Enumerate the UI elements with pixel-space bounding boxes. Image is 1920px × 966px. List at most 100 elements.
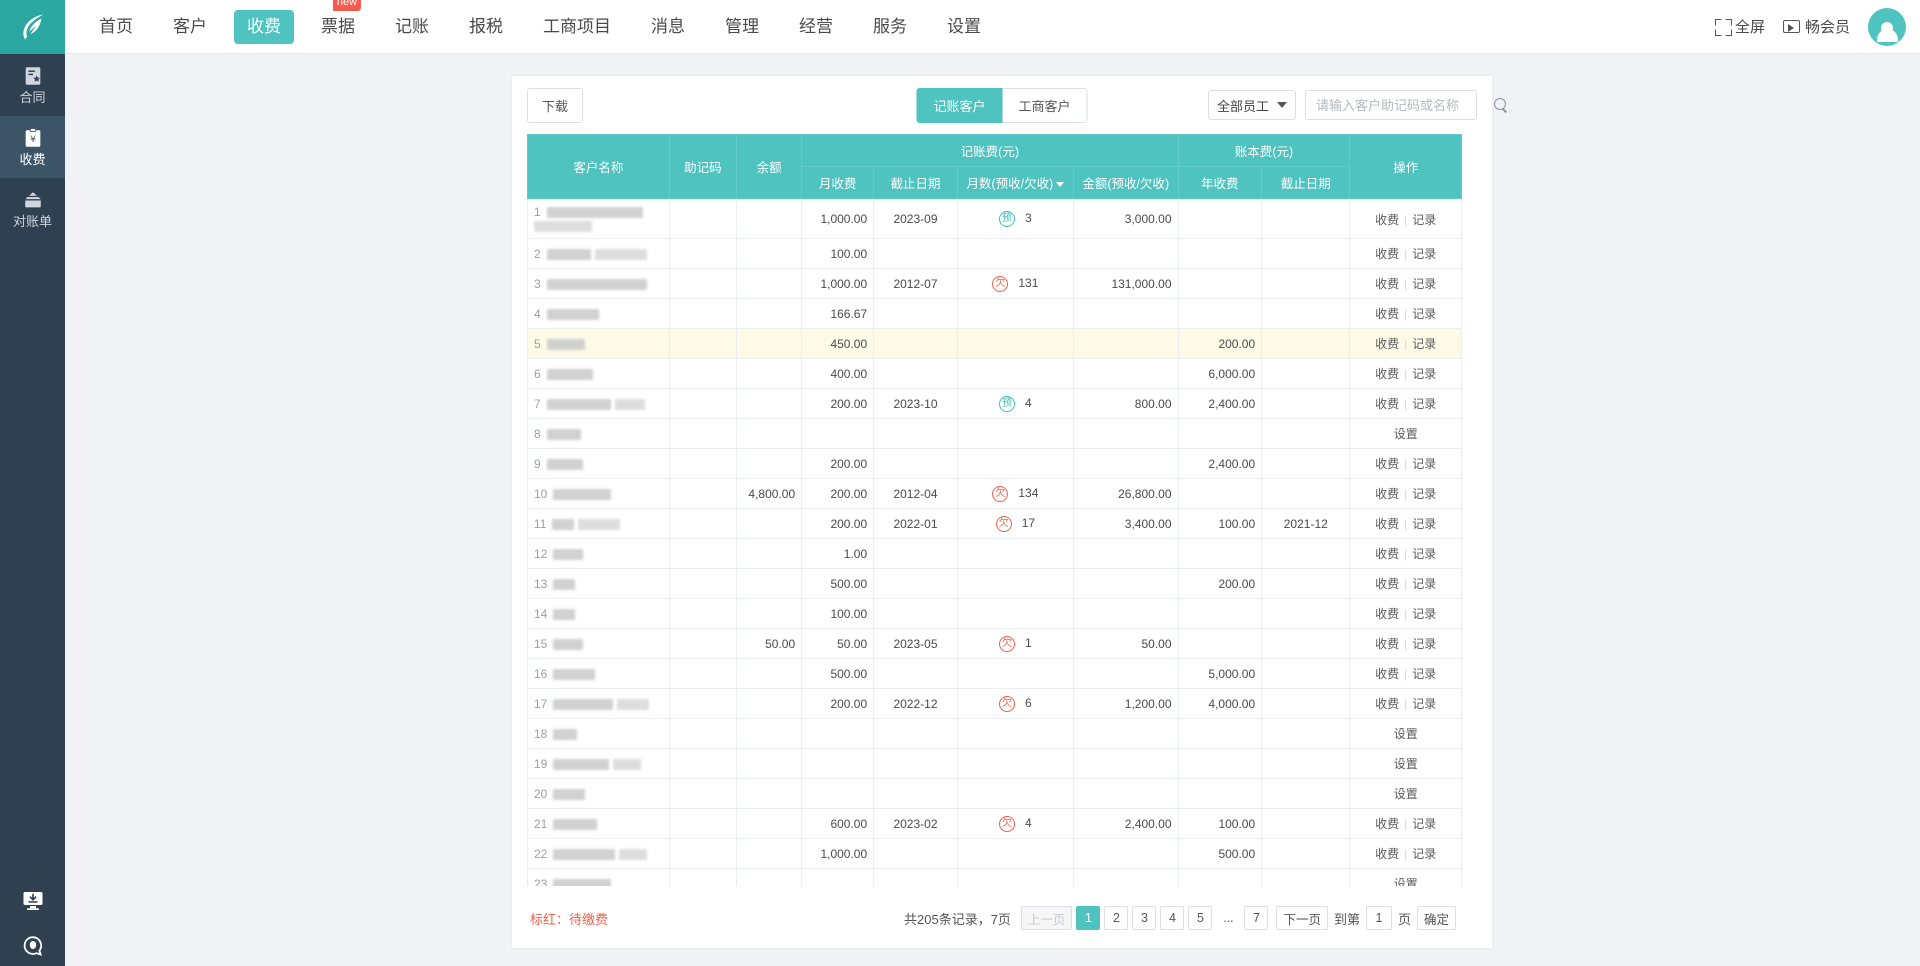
action-charge[interactable]: 收费 [1375,277,1400,291]
action-charge[interactable]: 收费 [1375,637,1400,651]
action-record[interactable]: 记录 [1412,457,1437,471]
cell-customer-name[interactable]: 16 [527,658,670,689]
th-balance[interactable]: 余额 [736,134,803,199]
cell-customer-name[interactable]: 11 [527,508,670,539]
cell-customer-name[interactable]: 21 [527,808,670,839]
nav-item-1[interactable]: 首页 [86,10,146,44]
page-button-7[interactable]: 7 [1244,906,1269,930]
action-setup[interactable]: 设置 [1393,727,1418,741]
app-logo[interactable] [0,0,65,54]
nav-item-6[interactable]: 报税 [456,10,516,44]
nav-item-2[interactable]: 客户 [160,10,220,44]
action-record[interactable]: 记录 [1412,517,1437,531]
action-record[interactable]: 记录 [1412,487,1437,501]
table-row[interactable]: 12 1.00 收费 | 记录 [527,538,1462,569]
table-row[interactable]: 7 200.00 2023-10 预 4 800.00 2,400.00 收费 | 记录 [527,388,1462,419]
action-setup[interactable]: 设置 [1393,427,1418,441]
cell-customer-name[interactable]: 20 [527,778,670,809]
nav-item-7[interactable]: 工商项目 [530,10,624,44]
table-row[interactable]: 18 设置 [527,718,1462,749]
sidebar-item-3[interactable]: 对账单 [0,178,65,240]
download-monitor-icon[interactable] [21,888,45,912]
action-record[interactable]: 记录 [1412,367,1437,381]
cell-customer-name[interactable]: 8 [527,418,670,449]
sort-descending-icon[interactable] [1056,182,1065,188]
action-charge[interactable]: 收费 [1375,397,1400,411]
table-row[interactable]: 15 50.00 50.00 2023-05 欠 1 50.00 收费 | 记录 [527,628,1462,659]
cell-customer-name[interactable]: 15 [527,628,670,659]
action-record[interactable]: 记录 [1412,817,1437,831]
cell-customer-name[interactable]: 17 [527,688,670,719]
cell-customer-name[interactable]: 12 [527,538,670,569]
table-row[interactable]: 23 设置 [527,868,1462,886]
cell-customer-name[interactable]: 10 [527,478,670,509]
member-button[interactable]: 畅会员 [1782,16,1850,37]
action-charge[interactable]: 收费 [1375,337,1400,351]
fullscreen-button[interactable]: 全屏 [1715,16,1765,37]
action-record[interactable]: 记录 [1412,577,1437,591]
nav-item-9[interactable]: 管理 [712,10,772,44]
table-row[interactable]: 3 1,000.00 2012-07 欠 131 131,000.00 收费 | 记录 [527,268,1462,299]
action-charge[interactable]: 收费 [1375,667,1400,681]
nav-item-8[interactable]: 消息 [638,10,698,44]
th-months[interactable]: 月数(预收/欠收) [956,166,1074,199]
table-row[interactable]: 19 设置 [527,748,1462,779]
action-setup[interactable]: 设置 [1393,877,1418,886]
cell-customer-name[interactable]: 19 [527,748,670,779]
th-customer[interactable]: 客户名称 [527,134,670,199]
table-row[interactable]: 22 1,000.00 500.00 收费 | 记录 [527,838,1462,869]
nav-item-11[interactable]: 服务 [860,10,920,44]
nav-item-10[interactable]: 经营 [786,10,846,44]
action-record[interactable]: 记录 [1412,307,1437,321]
next-page-button[interactable]: 下一页 [1276,906,1328,930]
action-charge[interactable]: 收费 [1375,517,1400,531]
action-record[interactable]: 记录 [1412,607,1437,621]
customer-type-2[interactable]: 工商客户 [1002,87,1088,123]
th-monthly-fee[interactable]: 月收费 [801,166,875,199]
cell-customer-name[interactable]: 5 [527,328,670,359]
cell-customer-name[interactable]: 7 [527,388,670,419]
cell-customer-name[interactable]: 9 [527,448,670,479]
support-chat-icon[interactable] [21,934,45,958]
sidebar-item-1[interactable]: 合同 [0,54,65,116]
table-row[interactable]: 5 450.00 200.00 收费 | 记录 [527,328,1462,359]
page-button-5[interactable]: 5 [1188,906,1213,930]
action-charge[interactable]: 收费 [1375,212,1400,227]
cell-customer-name[interactable]: 14 [527,598,670,629]
cell-customer-name[interactable]: 22 [527,838,670,869]
avatar[interactable] [1868,7,1906,46]
table-row[interactable]: 4 166.67 收费 | 记录 [527,298,1462,329]
action-charge[interactable]: 收费 [1375,847,1400,861]
page-button-3[interactable]: 3 [1132,906,1157,930]
table-body-scroll[interactable]: 1 1,000.00 2023-09 预 3 3,000.00 收费 | 记录 2 100.00 收费… [527,199,1477,886]
cell-customer-name[interactable]: 23 [527,868,670,886]
action-charge[interactable]: 收费 [1375,577,1400,591]
search-icon[interactable] [1494,98,1508,112]
cell-customer-name[interactable]: 18 [527,718,670,749]
action-charge[interactable]: 收费 [1375,367,1400,381]
sidebar-item-2[interactable]: ¥ 收费 [0,116,65,178]
confirm-page-button[interactable]: 确定 [1416,906,1456,930]
action-record[interactable]: 记录 [1412,697,1437,711]
action-charge[interactable]: 收费 [1375,487,1400,501]
action-record[interactable]: 记录 [1412,637,1437,651]
employee-select[interactable]: 全部员工 [1208,90,1296,120]
table-row[interactable]: 17 200.00 2022-12 欠 6 1,200.00 4,000.00 收费 | 记录 [527,688,1462,719]
th-ledger-deadline[interactable]: 截止日期 [1261,166,1351,199]
table-row[interactable]: 20 设置 [527,778,1462,809]
cell-customer-name[interactable]: 3 [527,268,670,299]
table-row[interactable]: 9 200.00 2,400.00 收费 | 记录 [527,448,1462,479]
th-deadline[interactable]: 截止日期 [873,166,958,199]
action-charge[interactable]: 收费 [1375,247,1400,261]
cell-customer-name[interactable]: 1 [527,199,670,239]
nav-item-12[interactable]: 设置 [934,10,994,44]
action-record[interactable]: 记录 [1412,397,1437,411]
action-setup[interactable]: 设置 [1393,787,1418,801]
table-row[interactable]: 21 600.00 2023-02 欠 4 2,400.00 100.00 收费 | 记录 [527,808,1462,839]
table-row[interactable]: 13 500.00 200.00 收费 | 记录 [527,568,1462,599]
action-charge[interactable]: 收费 [1375,697,1400,711]
download-button[interactable]: 下载 [527,87,584,123]
nav-item-3[interactable]: 收费 [234,10,294,44]
table-row[interactable]: 16 500.00 5,000.00 收费 | 记录 [527,658,1462,689]
goto-page-input[interactable] [1365,906,1392,930]
